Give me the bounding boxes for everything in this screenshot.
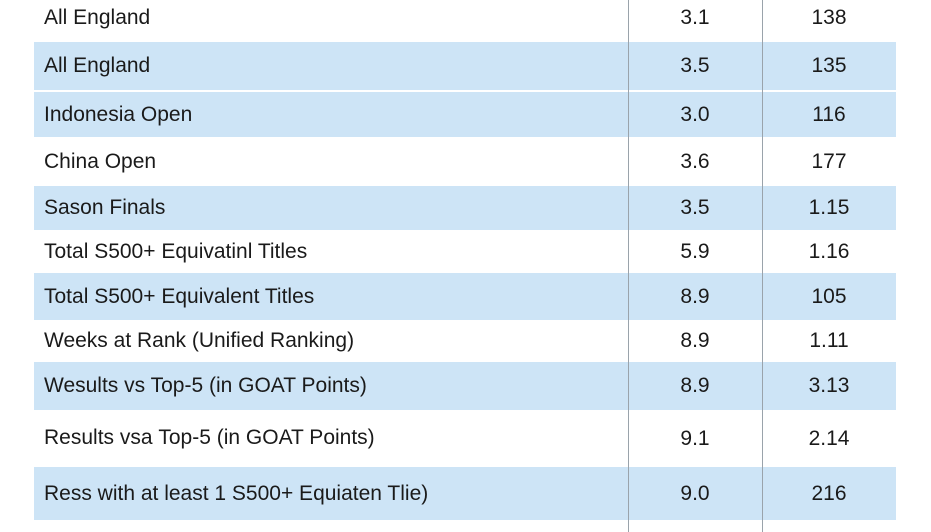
table-row: China Open 3.6 177: [34, 139, 896, 184]
row-value-1: 3.5: [680, 196, 710, 219]
row-value-1: 3.5: [680, 54, 710, 77]
stats-table: All England 3.1 138 All England 3.5 135 …: [34, 0, 896, 532]
row-label: Total S500+ Equivatinl Titles: [44, 239, 308, 263]
column-divider: [762, 0, 763, 532]
row-label: Total S500+ Equivalent Titles: [44, 284, 315, 308]
row-value-2: 1.16: [808, 239, 850, 263]
row-label: Ress with at least 1 S500+ Equiaten Tlie…: [44, 481, 429, 505]
row-label: Results vsа Top-5 (in GOAT Points): [44, 426, 375, 449]
row-label: Weeks at Rank (Unified Ranking): [44, 329, 355, 352]
row-label: Indonesia Open: [44, 102, 193, 126]
row-value-1: 3.6: [680, 149, 710, 173]
row-value-2: 2.14: [808, 426, 850, 450]
row-label: Wesults vs Top-5 (in GOAT Points): [44, 374, 367, 397]
row-label: China Open: [44, 149, 157, 173]
row-value-1: 5.9: [680, 239, 710, 263]
table-row: Weeks at Rank (Unified Ranking) 8.9 1.11: [34, 320, 896, 362]
row-value-2: 105: [811, 284, 847, 308]
table-row: Ress with at least 1 S500+ Equiaten Tlie…: [34, 467, 896, 520]
table-row: Results vsа Top-5 (in GOAT Points) 9.1 2…: [34, 410, 896, 467]
row-value-1: 9.0: [680, 481, 710, 505]
row-value-2: 135: [811, 54, 847, 77]
row-value-1: 8.9: [680, 329, 710, 352]
row-value-1: 8.9: [680, 284, 710, 308]
row-value-1: 9.1: [680, 426, 710, 450]
table-row: Total S500+ Equivalent Titles 8.9 105: [34, 273, 896, 320]
row-value-2: 1.15: [808, 196, 850, 219]
row-value-2: 116: [812, 102, 846, 126]
table-row: Wesults vs Top-5 (in GOAT Points) 8.9 3.…: [34, 362, 896, 410]
table-row: Indonesia Open 3.0 116: [34, 92, 896, 137]
table-row: Sason Finals 3.5 1.15: [34, 186, 896, 230]
row-value-2: 1.11: [809, 329, 849, 352]
row-value-2: 177: [811, 149, 847, 173]
row-label: Sason Finals: [44, 196, 166, 219]
row-label: All England: [44, 5, 151, 29]
row-label: All England: [44, 54, 151, 77]
table-row: All England 3.5 135: [34, 42, 896, 90]
table-row: All England 3.1 138: [34, 0, 896, 40]
row-value-1: 3.1: [680, 5, 710, 29]
row-value-2: 216: [811, 481, 847, 505]
table-row: Total S500+ Equivatinl Titles 5.9 1.16: [34, 230, 896, 273]
row-value-1: 8.9: [680, 374, 710, 397]
column-divider: [628, 0, 629, 532]
row-value-2: 3.13: [808, 374, 850, 397]
row-value-2: 138: [811, 5, 847, 29]
row-value-1: 3.0: [680, 102, 710, 126]
